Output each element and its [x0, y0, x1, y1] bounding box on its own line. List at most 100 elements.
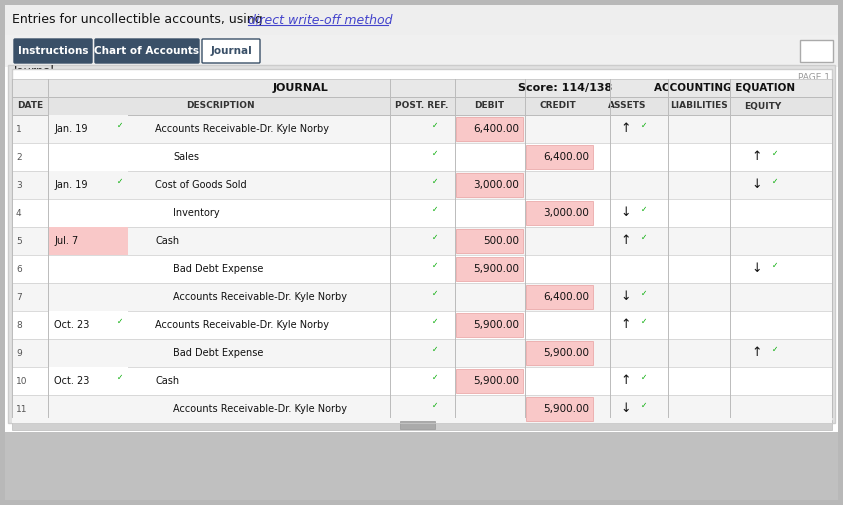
Bar	[48, 367, 128, 395]
Text: ✓: ✓	[432, 121, 438, 129]
Text: Cash: Cash	[155, 236, 179, 246]
Text: Accounts Receivable-Dr. Kyle Norby: Accounts Receivable-Dr. Kyle Norby	[155, 320, 329, 330]
Text: 7: 7	[16, 292, 22, 301]
Text: Inventory: Inventory	[173, 208, 220, 218]
Text: 6: 6	[16, 265, 22, 274]
Text: EQUITY: EQUITY	[744, 102, 781, 111]
Text: ✓: ✓	[432, 261, 438, 270]
Text: ✓: ✓	[432, 373, 438, 381]
Text: 6,400.00: 6,400.00	[473, 124, 519, 134]
Text: ✓: ✓	[117, 177, 123, 185]
Text: 5,900.00: 5,900.00	[543, 348, 589, 358]
Text: ✓: ✓	[641, 288, 647, 297]
Text: ACCOUNTING EQUATION: ACCOUNTING EQUATION	[654, 83, 796, 93]
Bar	[456, 229, 523, 253]
Bar	[12, 395, 832, 423]
Text: Journal: Journal	[210, 46, 252, 56]
Text: ✓: ✓	[772, 344, 778, 354]
Text: 2: 2	[16, 153, 22, 162]
Bar	[12, 339, 832, 367]
Text: ✓: ✓	[432, 148, 438, 158]
Text: ✓: ✓	[117, 373, 123, 381]
Text: Jan. 19: Jan. 19	[54, 124, 88, 134]
Bar	[400, 421, 435, 429]
Text: Accounts Receivable-Dr. Kyle Norby: Accounts Receivable-Dr. Kyle Norby	[173, 404, 347, 414]
Text: Journal: Journal	[14, 66, 55, 78]
Text: 5,900.00: 5,900.00	[543, 404, 589, 414]
FancyBboxPatch shape	[202, 39, 260, 63]
Text: ✓: ✓	[641, 205, 647, 214]
Bar	[12, 143, 832, 171]
Text: ✓: ✓	[432, 177, 438, 185]
Bar	[526, 341, 593, 365]
Text: 6,400.00: 6,400.00	[543, 292, 589, 302]
Text: ✓: ✓	[772, 261, 778, 270]
Text: POST. REF.: POST. REF.	[395, 102, 448, 111]
Bar	[48, 171, 128, 199]
Text: 5,900.00: 5,900.00	[473, 264, 519, 274]
Bar	[456, 257, 523, 281]
Text: 9: 9	[16, 348, 22, 358]
Bar	[5, 432, 838, 500]
Bar	[48, 311, 128, 339]
Bar	[12, 255, 832, 283]
Text: Jul. 7: Jul. 7	[54, 236, 78, 246]
Text: CREDIT: CREDIT	[540, 102, 577, 111]
Text: ↓: ↓	[620, 207, 631, 220]
Bar	[526, 201, 593, 225]
Bar	[12, 311, 832, 339]
Text: ✓: ✓	[432, 205, 438, 214]
Text: Score: 114/138: Score: 114/138	[518, 83, 612, 93]
Bar	[5, 35, 838, 67]
Text: ↑: ↑	[620, 123, 631, 135]
Bar	[12, 227, 832, 255]
Text: ↑: ↑	[752, 150, 762, 164]
Text: 3,000.00: 3,000.00	[543, 208, 589, 218]
Bar	[526, 397, 593, 421]
Bar	[8, 65, 835, 423]
Bar	[800, 40, 833, 62]
Text: Chart of Accounts: Chart of Accounts	[94, 46, 200, 56]
Bar	[456, 313, 523, 337]
Bar	[12, 420, 832, 430]
Text: direct write-off method: direct write-off method	[248, 14, 393, 26]
FancyBboxPatch shape	[95, 39, 199, 63]
Text: Entries for uncollectible accounts, using: Entries for uncollectible accounts, usin…	[12, 14, 266, 26]
Text: ↓: ↓	[620, 290, 631, 304]
Bar	[456, 369, 523, 393]
Text: ↑: ↑	[620, 319, 631, 331]
Text: 5,900.00: 5,900.00	[473, 320, 519, 330]
Bar	[12, 199, 832, 227]
Text: ✓: ✓	[772, 148, 778, 158]
Text: 500.00: 500.00	[483, 236, 519, 246]
Text: Jan. 19: Jan. 19	[54, 180, 88, 190]
Text: Instructions: Instructions	[18, 46, 89, 56]
Text: 4: 4	[16, 209, 22, 218]
Text: LIABILITIES: LIABILITIES	[670, 102, 728, 111]
Bar	[5, 5, 838, 35]
Bar	[12, 115, 832, 143]
Bar	[12, 97, 832, 115]
Bar	[12, 171, 832, 199]
Text: Sales: Sales	[173, 152, 199, 162]
Text: ✓: ✓	[432, 400, 438, 410]
Bar	[48, 227, 128, 255]
Text: Cash: Cash	[155, 376, 179, 386]
Text: ✓: ✓	[117, 317, 123, 326]
Text: 11: 11	[16, 405, 28, 414]
Bar	[12, 79, 832, 97]
Text: Accounts Receivable-Dr. Kyle Norby: Accounts Receivable-Dr. Kyle Norby	[155, 124, 329, 134]
Text: ↓: ↓	[620, 402, 631, 416]
Bar	[12, 283, 832, 311]
Bar	[456, 117, 523, 141]
Text: Oct. 23: Oct. 23	[54, 376, 89, 386]
Bar	[456, 173, 523, 197]
Text: ASSETS: ASSETS	[608, 102, 647, 111]
Text: Oct. 23: Oct. 23	[54, 320, 89, 330]
Text: 10: 10	[16, 377, 28, 385]
Text: 5,900.00: 5,900.00	[473, 376, 519, 386]
Text: ↑: ↑	[620, 234, 631, 247]
Bar	[12, 367, 832, 395]
Text: ✓: ✓	[641, 317, 647, 326]
Text: DESCRIPTION: DESCRIPTION	[185, 102, 255, 111]
